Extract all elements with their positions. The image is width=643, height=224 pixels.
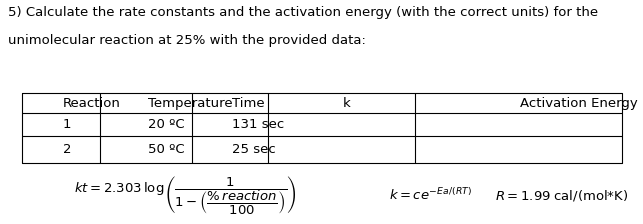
Text: $k = ce^{-Ea/(RT)}$: $k = ce^{-Ea/(RT)}$	[388, 187, 471, 203]
Text: Time: Time	[231, 97, 264, 110]
Text: 25 sec: 25 sec	[231, 143, 275, 156]
Text: k: k	[343, 97, 351, 110]
Text: 1: 1	[62, 118, 71, 131]
Text: 2: 2	[62, 143, 71, 156]
Text: 5) Calculate the rate constants and the activation energy (with the correct unit: 5) Calculate the rate constants and the …	[8, 6, 598, 19]
Text: unimolecular reaction at 25% with the provided data:: unimolecular reaction at 25% with the pr…	[8, 34, 366, 47]
Text: $R = 1.99\;\mathrm{cal/(mol{*}K)}$: $R = 1.99\;\mathrm{cal/(mol{*}K)}$	[495, 187, 629, 202]
Text: Activation Energy: Activation Energy	[520, 97, 638, 110]
Text: 50 ºC: 50 ºC	[148, 143, 185, 156]
Text: Reaction: Reaction	[62, 97, 120, 110]
Text: Temperature: Temperature	[148, 97, 232, 110]
Text: 131 sec: 131 sec	[231, 118, 284, 131]
Text: $kt = 2.303\,\log\left(\dfrac{1}{1-\left(\dfrac{\%\,reaction}{100}\right)}\right: $kt = 2.303\,\log\left(\dfrac{1}{1-\left…	[73, 174, 296, 216]
Text: 20 ºC: 20 ºC	[148, 118, 185, 131]
